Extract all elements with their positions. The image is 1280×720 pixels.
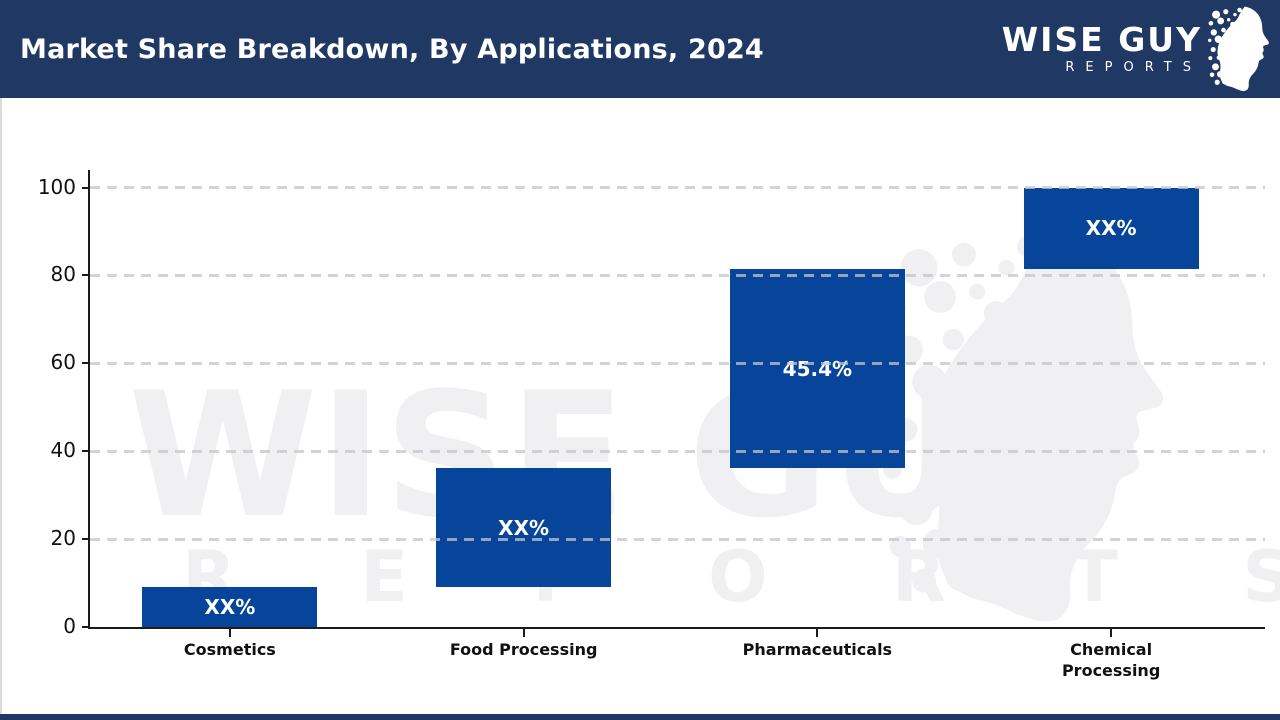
page-title: Market Share Breakdown, By Applications,… <box>20 33 764 65</box>
dotted-head-logo-icon <box>1208 6 1269 92</box>
bar-value-label: XX% <box>1085 216 1137 241</box>
y-tick-mark <box>82 186 90 189</box>
brand-name: WISE GUY <box>1001 20 1202 59</box>
y-tick-mark <box>82 450 90 453</box>
y-tick-label: 100 <box>37 174 76 199</box>
y-tick-mark <box>82 362 90 365</box>
y-tick-mark <box>82 274 90 277</box>
bar-cosmetics: XX% <box>142 587 318 627</box>
category-label: Cosmetics <box>183 640 276 659</box>
bar-pharmaceuticals: 45.4% <box>729 268 905 469</box>
category-label: Food Processing <box>449 640 598 659</box>
bar-chemical-processing: XX% <box>1023 187 1199 269</box>
bar-value-label: XX% <box>498 515 550 540</box>
category-label: Pharmaceuticals <box>742 640 893 659</box>
footer-strip <box>0 714 1280 720</box>
bar-food-processing: XX% <box>436 468 612 587</box>
y-tick-label: 60 <box>50 350 76 375</box>
x-tick-mark <box>522 629 525 637</box>
watermark-subtext: R E P O R T S <box>182 536 1280 618</box>
header-bar: Market Share Breakdown, By Applications,… <box>0 0 1280 98</box>
watermark-head-icon <box>881 230 1164 622</box>
left-edge-line <box>0 98 2 714</box>
brand-logo: WISE GUY REPORTS <box>1002 6 1272 92</box>
brand-logo-text: WISE GUY REPORTS <box>1002 23 1202 75</box>
y-tick-mark <box>82 538 90 541</box>
y-axis-line <box>88 170 90 629</box>
bar-value-label: XX% <box>204 594 256 619</box>
brand-subtitle: REPORTS <box>1065 60 1202 75</box>
bar-value-label: 45.4% <box>782 356 853 381</box>
x-tick-mark <box>1110 629 1113 637</box>
x-tick-mark <box>228 629 231 637</box>
x-tick-mark <box>816 629 819 637</box>
category-label: Chemical Processing <box>1061 640 1161 680</box>
y-tick-label: 20 <box>50 526 76 551</box>
y-tick-label: 0 <box>63 614 76 638</box>
y-tick-mark <box>82 626 90 628</box>
y-tick-label: 40 <box>50 438 76 463</box>
y-tick-label: 80 <box>50 262 76 287</box>
x-axis-line <box>88 627 1265 629</box>
